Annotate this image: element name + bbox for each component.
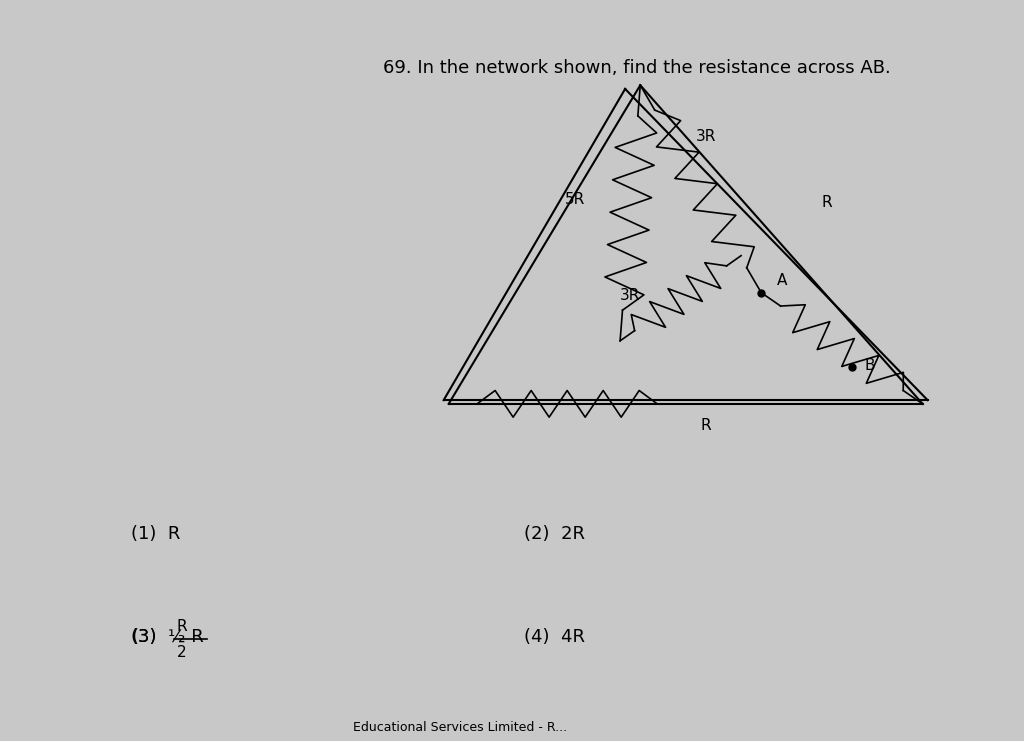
Text: R: R bbox=[821, 196, 833, 210]
Text: 2: 2 bbox=[176, 645, 186, 659]
Text: (1)  R: (1) R bbox=[131, 525, 180, 542]
Text: R: R bbox=[700, 418, 711, 433]
Text: (2)  2R: (2) 2R bbox=[524, 525, 586, 542]
Text: 69. In the network shown, find the resistance across AB.: 69. In the network shown, find the resis… bbox=[383, 59, 891, 77]
Text: (4)  4R: (4) 4R bbox=[524, 628, 586, 646]
Text: B: B bbox=[864, 359, 874, 373]
Text: Educational Services Limited - R...: Educational Services Limited - R... bbox=[353, 720, 567, 734]
Text: (3)  ½ R: (3) ½ R bbox=[131, 628, 204, 646]
Text: R: R bbox=[176, 619, 187, 634]
Text: 5R: 5R bbox=[564, 192, 585, 207]
Text: A: A bbox=[776, 273, 786, 288]
Text: (3): (3) bbox=[131, 628, 157, 646]
Text: 3R: 3R bbox=[695, 129, 716, 144]
Text: 3R: 3R bbox=[620, 288, 640, 303]
